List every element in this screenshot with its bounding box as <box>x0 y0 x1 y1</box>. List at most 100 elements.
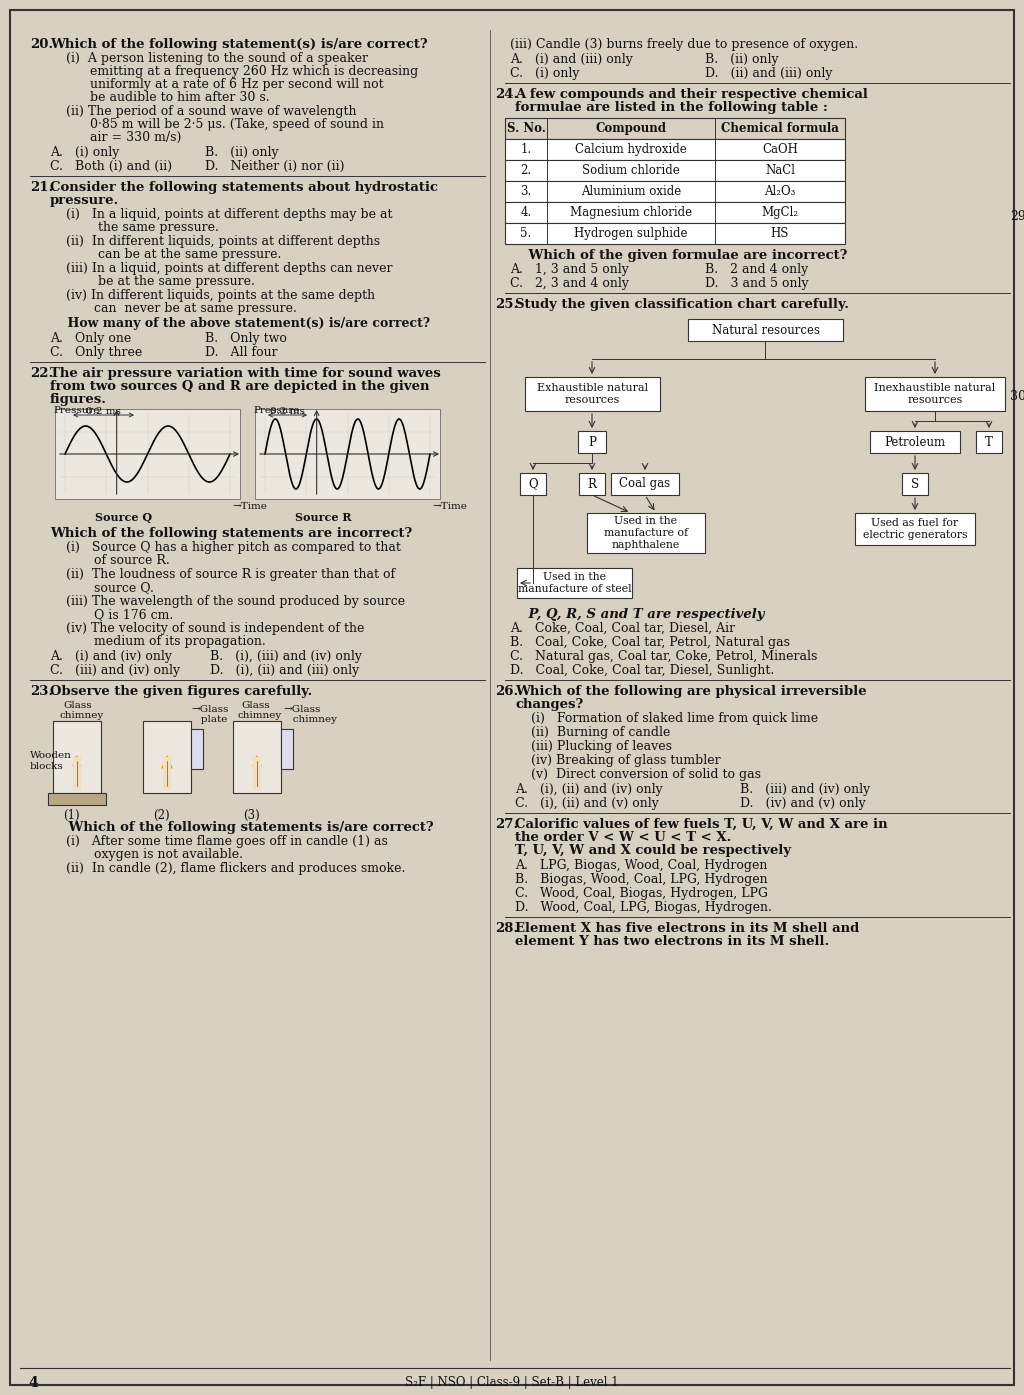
FancyBboxPatch shape <box>505 119 845 140</box>
Text: B.   Coal, Coke, Coal tar, Petrol, Natural gas: B. Coal, Coke, Coal tar, Petrol, Natural… <box>510 636 790 649</box>
Text: C.   (i), (ii) and (v) only: C. (i), (ii) and (v) only <box>515 797 658 810</box>
Text: 27.: 27. <box>495 817 518 831</box>
Text: NaCl: NaCl <box>765 165 795 177</box>
Text: D.   Neither (i) nor (ii): D. Neither (i) nor (ii) <box>205 160 344 173</box>
Text: Compound: Compound <box>596 121 667 135</box>
Text: (i)   Source Q has a higher pitch as compared to that: (i) Source Q has a higher pitch as compa… <box>50 541 400 554</box>
Text: 24.: 24. <box>495 88 518 100</box>
Text: A few compounds and their respective chemical: A few compounds and their respective che… <box>515 88 868 100</box>
Text: S. No.: S. No. <box>507 121 546 135</box>
Text: (i)  A person listening to the sound of a speaker: (i) A person listening to the sound of a… <box>50 52 368 66</box>
FancyBboxPatch shape <box>976 431 1002 453</box>
Text: air = 330 m/s): air = 330 m/s) <box>50 131 181 144</box>
Text: Q is 176 cm.: Q is 176 cm. <box>50 608 173 621</box>
FancyBboxPatch shape <box>865 377 1005 412</box>
Text: (iii) The wavelength of the sound produced by source: (iii) The wavelength of the sound produc… <box>50 596 406 608</box>
Text: (iii) Candle (3) burns freely due to presence of oxygen.: (iii) Candle (3) burns freely due to pre… <box>510 38 858 52</box>
Text: 22.: 22. <box>30 367 53 379</box>
Text: 29.: 29. <box>1010 211 1024 223</box>
Text: B.   (ii) only: B. (ii) only <box>205 146 279 159</box>
Text: 4.: 4. <box>520 206 531 219</box>
Text: D.   Wood, Coal, LPG, Biogas, Hydrogen.: D. Wood, Coal, LPG, Biogas, Hydrogen. <box>515 901 772 914</box>
Text: C.   Wood, Coal, Biogas, Hydrogen, LPG: C. Wood, Coal, Biogas, Hydrogen, LPG <box>515 887 768 900</box>
Text: be audible to him after 30 s.: be audible to him after 30 s. <box>50 91 269 105</box>
Text: R: R <box>588 477 596 491</box>
Text: (2): (2) <box>153 809 170 822</box>
Text: B.   2 and 4 only: B. 2 and 4 only <box>705 264 808 276</box>
Text: uniformly at a rate of 6 Hz per second will not: uniformly at a rate of 6 Hz per second w… <box>50 78 384 91</box>
Text: Exhaustible natural
resources: Exhaustible natural resources <box>537 384 648 405</box>
Text: B.   (ii) only: B. (ii) only <box>705 53 778 66</box>
Text: 1.: 1. <box>520 144 531 156</box>
Text: Source R: Source R <box>295 512 351 523</box>
Text: B.   Only two: B. Only two <box>205 332 287 345</box>
Text: the order V < W < U < T < X.: the order V < W < U < T < X. <box>515 831 731 844</box>
Polygon shape <box>73 756 81 766</box>
Text: (ii)  In different liquids, points at different depths: (ii) In different liquids, points at dif… <box>50 234 380 248</box>
Text: Observe the given figures carefully.: Observe the given figures carefully. <box>50 685 312 698</box>
Text: (ii)  Burning of candle: (ii) Burning of candle <box>515 725 671 739</box>
Text: C.   (iii) and (iv) only: C. (iii) and (iv) only <box>50 664 180 677</box>
Text: C.   2, 3 and 4 only: C. 2, 3 and 4 only <box>510 278 629 290</box>
Text: Wooden: Wooden <box>30 751 72 760</box>
Text: Which of the following statements is/are correct?: Which of the following statements is/are… <box>50 822 433 834</box>
Text: →Time: →Time <box>232 502 267 511</box>
Polygon shape <box>253 756 261 766</box>
Polygon shape <box>162 756 172 769</box>
Text: Which of the following statements are incorrect?: Which of the following statements are in… <box>50 527 413 540</box>
Text: Petroleum: Petroleum <box>885 435 945 449</box>
Text: Element X has five electrons in its M shell and: Element X has five electrons in its M sh… <box>515 922 859 935</box>
Text: C.   Both (i) and (ii): C. Both (i) and (ii) <box>50 160 172 173</box>
Text: A.   LPG, Biogas, Wood, Coal, Hydrogen: A. LPG, Biogas, Wood, Coal, Hydrogen <box>515 859 767 872</box>
Text: A.   Coke, Coal, Coal tar, Diesel, Air: A. Coke, Coal, Coal tar, Diesel, Air <box>510 622 735 635</box>
FancyBboxPatch shape <box>143 721 191 792</box>
Text: Calcium hydroxide: Calcium hydroxide <box>575 144 687 156</box>
Text: (iii) In a liquid, points at different depths can never: (iii) In a liquid, points at different d… <box>50 262 392 275</box>
Text: Chemical formula: Chemical formula <box>721 121 839 135</box>
Text: from two sources Q and R are depicted in the given: from two sources Q and R are depicted in… <box>50 379 429 393</box>
Text: S: S <box>911 477 920 491</box>
Text: 26.: 26. <box>495 685 518 698</box>
Text: figures.: figures. <box>50 393 106 406</box>
FancyBboxPatch shape <box>53 721 101 792</box>
Text: can  never be at same pressure.: can never be at same pressure. <box>50 301 297 315</box>
Text: emitting at a frequency 260 Hz which is decreasing: emitting at a frequency 260 Hz which is … <box>50 66 418 78</box>
FancyBboxPatch shape <box>520 473 546 495</box>
Text: 5.: 5. <box>520 227 531 240</box>
Text: (ii) The period of a sound wave of wavelength: (ii) The period of a sound wave of wavel… <box>50 105 356 119</box>
Text: 0.2 ms: 0.2 ms <box>86 407 121 416</box>
FancyBboxPatch shape <box>505 181 845 202</box>
Text: T: T <box>985 435 993 449</box>
Text: formulae are listed in the following table :: formulae are listed in the following tab… <box>515 100 827 114</box>
Text: Inexhaustible natural
resources: Inexhaustible natural resources <box>874 384 995 405</box>
Text: Pressure: Pressure <box>53 406 99 414</box>
Text: (v)  Direct conversion of solid to gas: (v) Direct conversion of solid to gas <box>515 769 761 781</box>
Text: A.   (i) and (iii) only: A. (i) and (iii) only <box>510 53 633 66</box>
Text: D.   (i), (ii) and (iii) only: D. (i), (ii) and (iii) only <box>210 664 359 677</box>
Text: 0.2 ms: 0.2 ms <box>270 407 305 416</box>
Text: medium of its propagation.: medium of its propagation. <box>50 635 266 649</box>
Text: 28.: 28. <box>495 922 518 935</box>
Text: D.   All four: D. All four <box>205 346 278 359</box>
Text: Which of the following statement(s) is/are correct?: Which of the following statement(s) is/a… <box>50 38 428 52</box>
Text: S₂F | NSO | Class-9 | Set-B | Level 1: S₂F | NSO | Class-9 | Set-B | Level 1 <box>406 1375 618 1389</box>
Text: A.   (i) only: A. (i) only <box>50 146 120 159</box>
Text: A.   1, 3 and 5 only: A. 1, 3 and 5 only <box>510 264 629 276</box>
Text: D.   3 and 5 only: D. 3 and 5 only <box>705 278 809 290</box>
Text: Used in the
manufacture of steel: Used in the manufacture of steel <box>518 572 632 594</box>
Text: oxygen is not available.: oxygen is not available. <box>50 848 243 861</box>
Text: P: P <box>588 435 596 449</box>
Text: The air pressure variation with time for sound waves: The air pressure variation with time for… <box>50 367 440 379</box>
Text: of source R.: of source R. <box>50 554 170 566</box>
Text: Al₂O₃: Al₂O₃ <box>764 186 796 198</box>
FancyBboxPatch shape <box>870 431 961 453</box>
FancyBboxPatch shape <box>55 409 240 499</box>
Text: A.   (i), (ii) and (iv) only: A. (i), (ii) and (iv) only <box>515 783 663 797</box>
FancyBboxPatch shape <box>191 730 203 769</box>
Text: (ii)  The loudness of source R is greater than that of: (ii) The loudness of source R is greater… <box>50 568 395 580</box>
Text: Pressure: Pressure <box>253 406 299 414</box>
FancyBboxPatch shape <box>517 568 632 598</box>
FancyBboxPatch shape <box>578 431 606 453</box>
FancyBboxPatch shape <box>281 730 293 769</box>
Text: can be at the same pressure.: can be at the same pressure. <box>50 248 282 261</box>
